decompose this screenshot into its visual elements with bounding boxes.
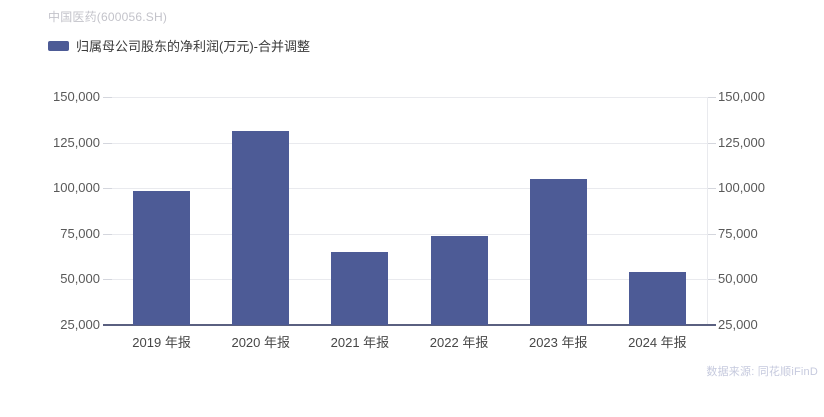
y-axis-label-left: 125,000 [53,134,100,150]
bar[interactable] [331,252,389,325]
y-tick-left [103,233,112,235]
x-axis-label: 2019 年报 [132,335,191,350]
gridline [112,233,707,235]
y-axis-line-right [707,97,708,325]
y-axis-label-left: 50,000 [60,271,100,287]
legend-label: 归属母公司股东的净利润(万元)-合并调整 [76,39,310,54]
bar[interactable] [628,272,686,325]
legend-marker-icon [48,40,69,51]
y-axis-label-left: 25,000 [60,317,100,332]
y-axis-label-right: 150,000 [718,89,765,104]
y-axis-label-right: 50,000 [718,271,758,287]
x-axis-label: 2023 年报 [528,335,588,350]
gridline [112,188,707,190]
gridline [112,97,707,98]
gridline [112,279,707,281]
y-tick-right [707,142,716,144]
y-axis-label-left: 75,000 [60,225,100,241]
y-axis-label-right: 100,000 [718,180,765,196]
y-axis-label-left: 100,000 [53,180,100,196]
y-axis-right: 150,000 125,000 100,000 75,000 50,000 25,000 [718,90,818,332]
y-axis-label-left: 150,000 [53,89,100,104]
y-tick-left [103,97,112,98]
y-axis-label-right: 25,000 [718,317,758,332]
legend-item[interactable]: 归属母公司股东的净利润(万元)-合并调整 [48,36,310,55]
bar[interactable] [133,191,191,325]
x-axis-label: 2020 年报 [231,335,291,350]
x-axis-label: 2022 年报 [429,335,489,350]
data-source-label: 数据来源: 同花顺iFinD [706,366,818,378]
y-tick-right [707,97,716,98]
y-tick-left [103,142,112,144]
plot-area [103,97,716,326]
chart-title: 中国医药(600056.SH) [48,10,168,24]
y-tick-right [707,233,716,235]
y-tick-left [103,279,112,281]
x-axis-label: 2021 年报 [330,335,390,350]
y-tick-left [103,188,112,190]
bar[interactable] [430,236,488,325]
x-axis-line [103,324,716,326]
y-tick-right [707,188,716,190]
x-axis: 2019 年报 2020 年报 2021 年报 2022 年报 2023 年报 2024 … [112,332,707,350]
y-axis-label-right: 125,000 [718,134,765,150]
y-tick-right [707,279,716,281]
x-axis-label: 2024 年报 [628,335,687,350]
y-axis-left: 150,000 125,000 100,000 75,000 50,000 25,000 [0,90,100,332]
y-axis-label-right: 75,000 [718,225,758,241]
bar[interactable] [232,130,290,325]
bar[interactable] [529,179,587,325]
gridline [112,142,707,144]
